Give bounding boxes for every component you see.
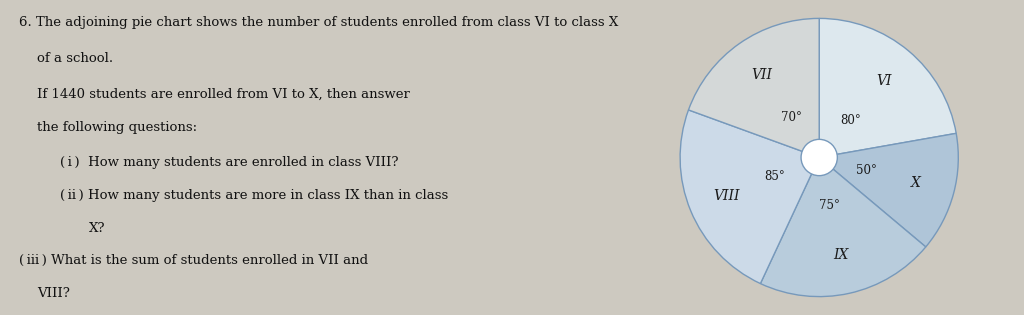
Wedge shape <box>688 18 819 158</box>
Text: 80°: 80° <box>840 114 861 127</box>
Text: ( iii ) What is the sum of students enrolled in VII and: ( iii ) What is the sum of students enro… <box>19 254 369 266</box>
Text: 70°: 70° <box>781 111 802 124</box>
Text: VIII: VIII <box>714 189 740 203</box>
Text: X: X <box>911 176 921 191</box>
Text: VIII?: VIII? <box>37 287 70 300</box>
Wedge shape <box>761 158 926 297</box>
Text: 85°: 85° <box>764 170 784 183</box>
Text: ( ii ) How many students are more in class IX than in class: ( ii ) How many students are more in cla… <box>60 189 449 202</box>
Text: VII: VII <box>752 68 772 83</box>
Text: of a school.: of a school. <box>37 52 113 65</box>
Text: X?: X? <box>89 222 105 235</box>
Text: ( i )  How many students are enrolled in class VIII?: ( i ) How many students are enrolled in … <box>60 156 398 169</box>
Text: VI: VI <box>876 74 891 88</box>
Text: the following questions:: the following questions: <box>37 121 197 134</box>
Text: IX: IX <box>834 248 849 262</box>
Circle shape <box>801 139 838 176</box>
Wedge shape <box>680 110 819 284</box>
Text: 50°: 50° <box>856 163 877 177</box>
Text: 6. The adjoining pie chart shows the number of students enrolled from class VI t: 6. The adjoining pie chart shows the num… <box>19 16 618 29</box>
Text: If 1440 students are enrolled from VI to X, then answer: If 1440 students are enrolled from VI to… <box>37 88 410 101</box>
Wedge shape <box>819 133 958 247</box>
Wedge shape <box>819 18 956 158</box>
Text: 75°: 75° <box>819 198 840 212</box>
